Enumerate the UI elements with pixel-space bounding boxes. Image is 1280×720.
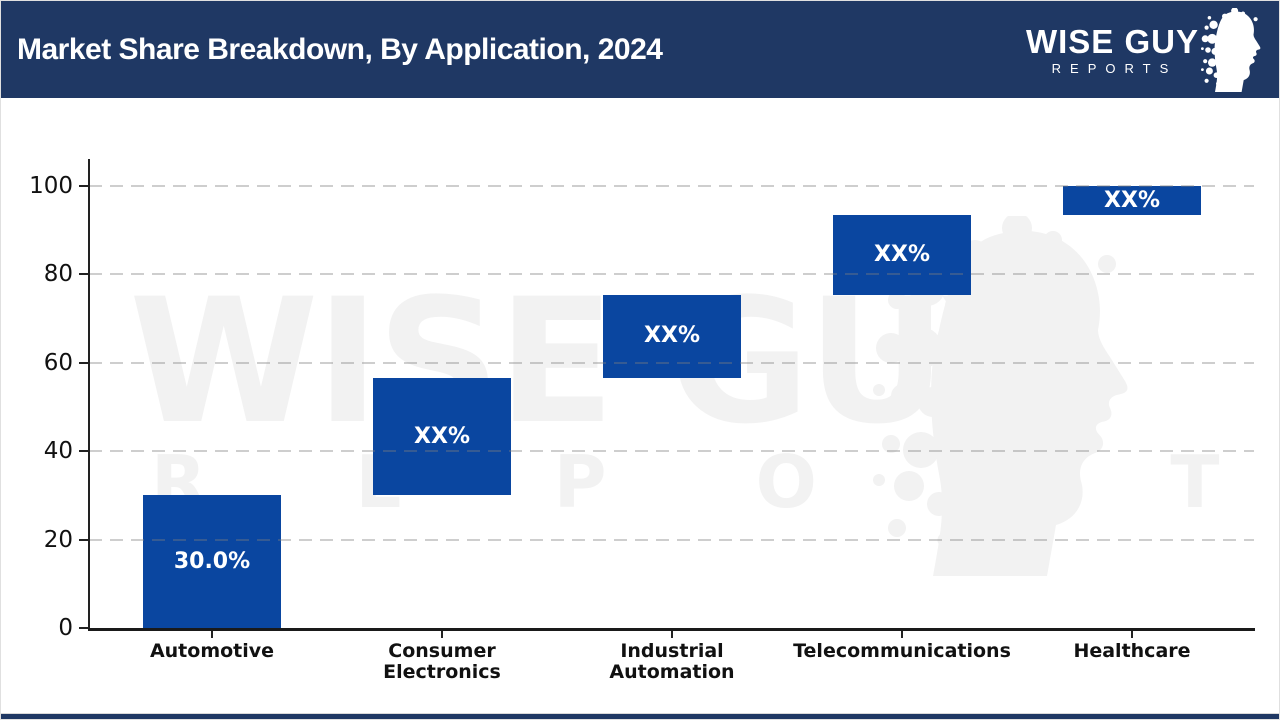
- y-tick: [79, 627, 89, 629]
- bar-segment: [833, 215, 971, 295]
- watermark-face-icon: [873, 216, 1128, 576]
- y-tick: [79, 185, 89, 187]
- x-tick-label-line: Telecommunications: [793, 640, 1011, 662]
- y-tick: [79, 538, 89, 541]
- gridline: [89, 361, 1254, 364]
- y-tick-label: 80: [43, 261, 73, 288]
- brand-logo: WISE GUY REPORTS: [1026, 7, 1279, 92]
- y-tick-label: 40: [43, 438, 73, 465]
- y-tick: [79, 361, 89, 364]
- y-tick: [79, 450, 89, 453]
- bar-value-label: XX%: [874, 241, 930, 267]
- x-tick: [901, 628, 903, 638]
- watermark-subtext: R E P O R T S: [151, 440, 1280, 524]
- brand-wordmark: WISE GUY: [1025, 22, 1199, 60]
- x-tick-label: Healthcare: [1012, 641, 1252, 662]
- bar-segment: [1063, 186, 1201, 216]
- page-title: Market Share Breakdown, By Application, …: [17, 32, 663, 66]
- x-tick-label-line: Consumer: [388, 640, 496, 662]
- x-tick-label-line: Industrial: [620, 640, 724, 662]
- x-tick-label-line: Healthcare: [1073, 640, 1191, 662]
- gridline: [89, 185, 1254, 187]
- y-tick-label: 20: [43, 526, 73, 553]
- x-axis-spine: [88, 628, 1255, 631]
- x-tick-label-line: Automotive: [149, 640, 275, 662]
- x-tick-label: Industrial Automation: [552, 641, 792, 683]
- bar-value-label: XX%: [644, 323, 700, 349]
- y-tick: [79, 273, 89, 276]
- y-tick-label: 0: [58, 615, 73, 641]
- header-bar: Market Share Breakdown, By Application, …: [1, 1, 1279, 98]
- footer-accent-strip: [1, 713, 1279, 719]
- y-tick-label: 100: [29, 173, 73, 199]
- x-tick-label-line: Automation: [609, 661, 735, 683]
- brand-subtext: REPORTS: [1051, 60, 1178, 76]
- bar-segment: [143, 495, 281, 628]
- gridline: [89, 273, 1254, 276]
- x-tick-label: Consumer Electronics: [322, 641, 562, 683]
- x-tick-label-line: Electronics: [383, 661, 501, 683]
- x-tick: [671, 628, 673, 638]
- x-tick: [1131, 628, 1133, 638]
- bar-segment: [603, 294, 741, 378]
- bar-segment: [373, 377, 511, 496]
- gridline: [89, 450, 1254, 453]
- bar-value-label: XX%: [1104, 187, 1160, 213]
- bar-value-label: XX%: [414, 423, 470, 449]
- chart-area: WISE GUY R E P O R T S 02040608010030.0%…: [1, 98, 1280, 715]
- x-tick-label: Telecommunications: [782, 641, 1022, 662]
- x-tick: [211, 628, 213, 638]
- y-tick-label: 60: [43, 349, 73, 376]
- x-tick: [441, 628, 443, 638]
- x-tick-label: Automotive: [92, 641, 332, 662]
- brand-logo-text: WISE GUY REPORTS: [1026, 25, 1199, 75]
- gridline: [89, 538, 1254, 541]
- brand-face-icon: [1201, 7, 1261, 92]
- y-axis-spine: [88, 159, 90, 630]
- bar-value-label: 30.0%: [173, 548, 251, 574]
